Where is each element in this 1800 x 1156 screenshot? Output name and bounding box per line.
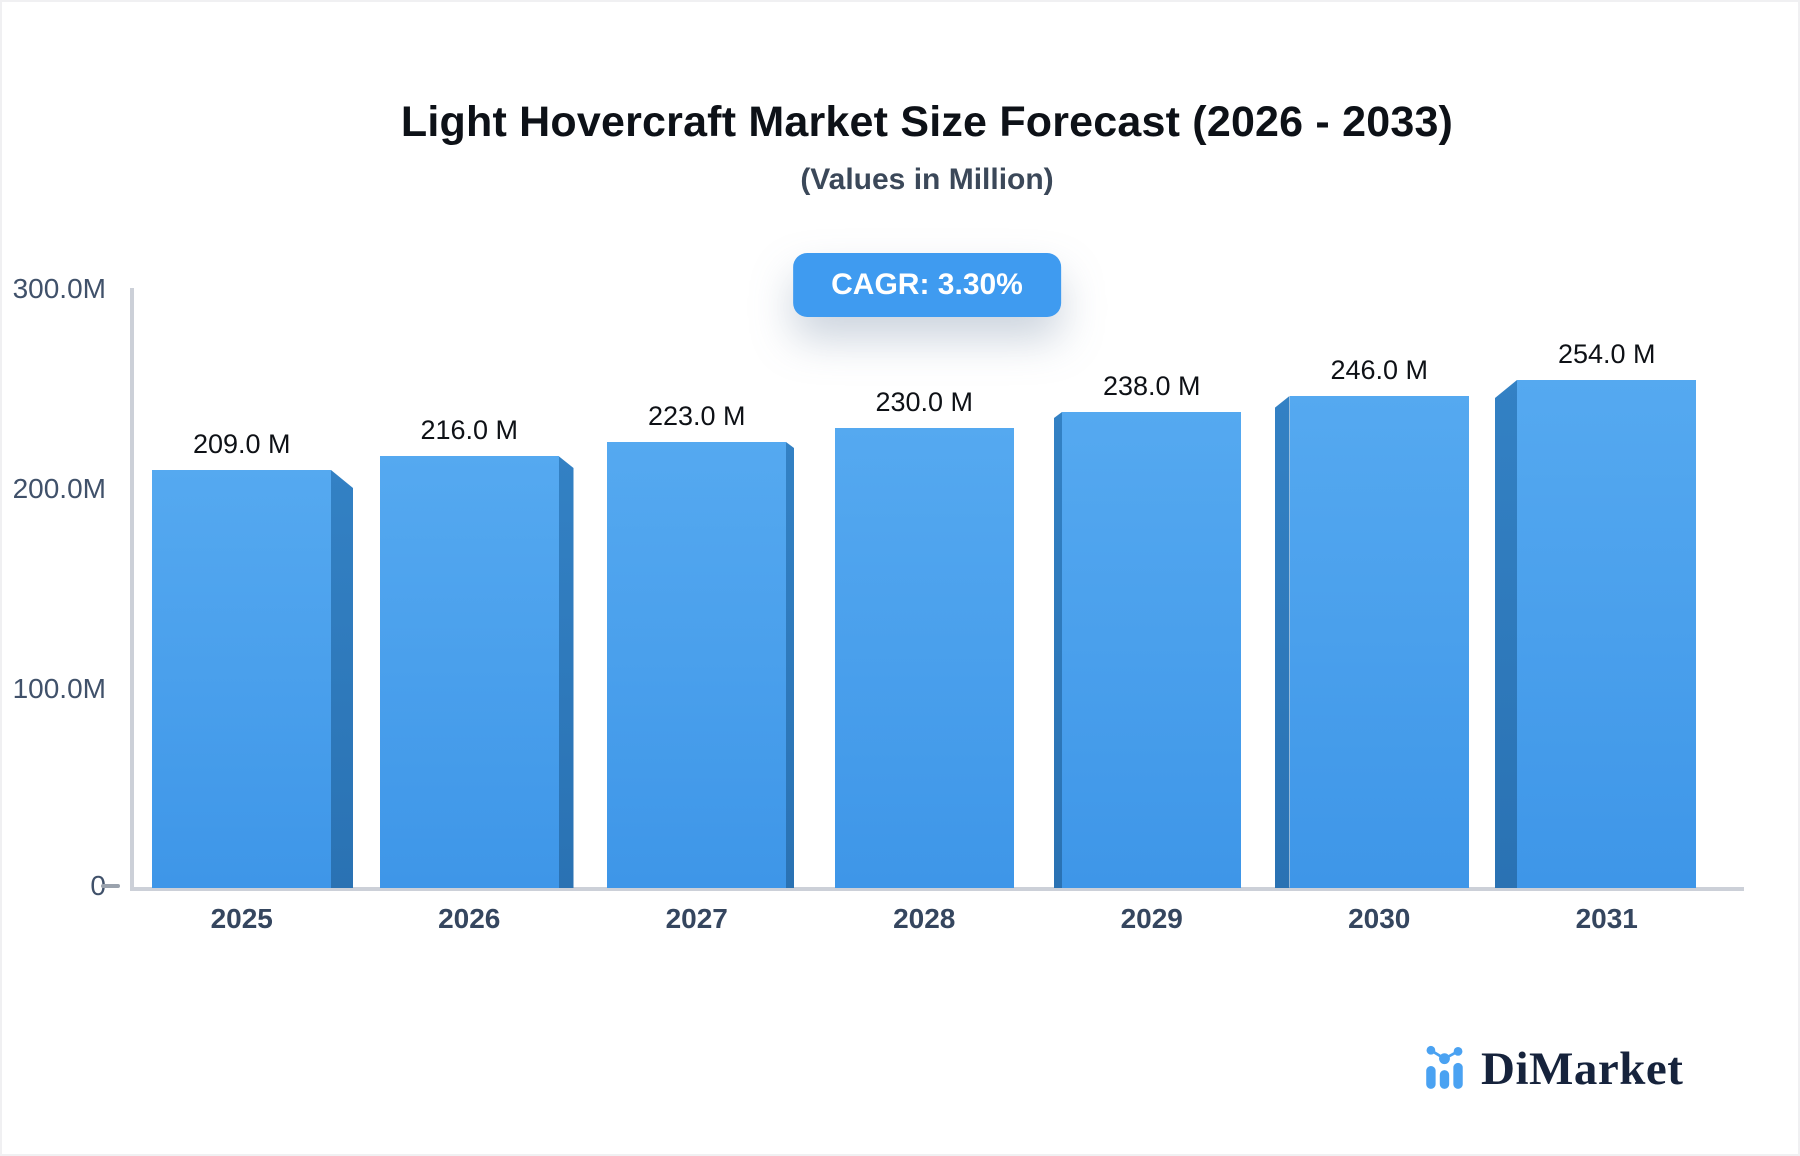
- y-axis-label: 300.0M: [12, 273, 106, 304]
- x-axis-label: 2026: [438, 903, 501, 934]
- x-axis-line: [130, 887, 1744, 891]
- chart-subtitle: (Values in Million): [800, 163, 1054, 196]
- brand-name: DiMarket: [1481, 1043, 1684, 1095]
- bar-side-face: [786, 442, 794, 888]
- y-axis-label: 100.0M: [12, 673, 106, 704]
- bar-2031[interactable]: [1517, 380, 1696, 888]
- bar-2028[interactable]: [834, 428, 1014, 888]
- bar-group: 209.0 M 2025: [128, 288, 356, 934]
- bar-value-label: 246.0 M: [1330, 355, 1429, 385]
- bar-group: 223.0 M 2027: [583, 288, 811, 934]
- bar-2027[interactable]: [607, 442, 786, 888]
- cagr-badge: CAGR: 3.30%: [793, 253, 1061, 317]
- x-axis-label: 2031: [1575, 903, 1638, 934]
- bar-side-face: [1495, 380, 1517, 888]
- brand-logo[interactable]: DiMarket: [1422, 1042, 1683, 1096]
- bar-group: 246.0 M 2030: [1266, 288, 1494, 934]
- bar-group: 238.0 M 2029: [1038, 288, 1266, 934]
- bar-2026[interactable]: [379, 456, 559, 888]
- y-axis-line: [130, 288, 134, 891]
- bar-value-label: 209.0 M: [192, 429, 291, 459]
- bar-value-label: 254.0 M: [1557, 339, 1656, 369]
- bar-chart-logo-icon: [1422, 1043, 1468, 1096]
- y-axis-label: 200.0M: [12, 473, 106, 504]
- x-axis-label: 2025: [210, 903, 273, 934]
- x-axis-label: 2028: [893, 903, 956, 934]
- bar-group: 216.0 M 2026: [356, 288, 584, 934]
- bar-value-label: 238.0 M: [1102, 371, 1201, 401]
- bar-side-face: [331, 470, 353, 888]
- x-axis-label: 2029: [1120, 903, 1183, 934]
- y-axis: 300.0M 200.0M 100.0M 0: [2, 2, 106, 1154]
- bar-value-label: 223.0 M: [647, 401, 746, 431]
- bar-2025[interactable]: [152, 470, 331, 888]
- bar-group: 254.0 M 2031: [1493, 288, 1721, 934]
- bar-side-face: [558, 456, 574, 888]
- zero-tick-mark: [101, 884, 120, 888]
- bar-plot-area: 209.0 M 2025 216.0 M 2026 223.0 M 2027 230.0 M…: [128, 288, 1721, 934]
- chart-header: Light Hovercraft Market Size Forecast (2…: [401, 98, 1453, 197]
- bar-group: 230.0 M 2028: [811, 288, 1039, 934]
- bar-2030[interactable]: [1289, 396, 1469, 888]
- bar-value-label: 216.0 M: [420, 415, 519, 445]
- bar-side-face: [1054, 412, 1062, 888]
- y-axis-label: 0: [90, 870, 106, 901]
- chart-title: Light Hovercraft Market Size Forecast (2…: [400, 98, 1454, 146]
- bar-value-label: 230.0 M: [875, 387, 974, 417]
- bar-side-face: [1274, 396, 1290, 888]
- x-axis-label: 2030: [1348, 903, 1411, 934]
- x-axis-label: 2027: [665, 903, 728, 934]
- bar-2029[interactable]: [1062, 412, 1241, 888]
